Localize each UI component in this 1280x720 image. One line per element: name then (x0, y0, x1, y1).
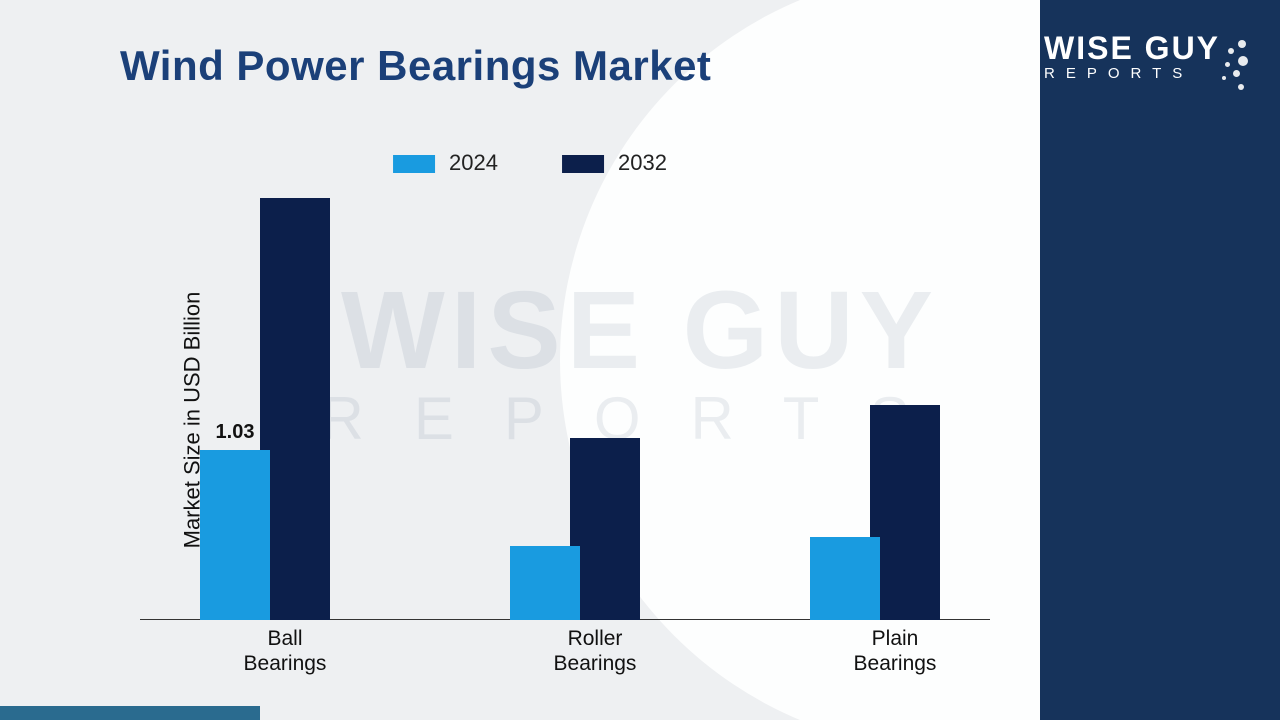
bar (810, 537, 880, 620)
legend: 2024 2032 (393, 150, 667, 176)
bar-group: RollerBearings (510, 190, 680, 620)
bar (200, 450, 270, 620)
category-label: RollerBearings (515, 620, 675, 676)
plot-area: BallBearings RollerBearings PlainBearings 1… (140, 190, 990, 620)
bar-group: BallBearings (200, 190, 370, 620)
brand-head-icon (1194, 34, 1250, 98)
bottom-accent-bar (0, 706, 260, 720)
bar (510, 546, 580, 620)
chart-title: Wind Power Bearings Market (120, 42, 711, 90)
bar (570, 438, 640, 620)
report-canvas: WISE GUY REPORTS Wind Power Bearings Mar… (0, 0, 1280, 720)
bar (260, 198, 330, 620)
brand-logo: WISE GUY REPORTS (1044, 30, 1244, 82)
category-label: BallBearings (205, 620, 365, 676)
legend-item-2024: 2024 (393, 150, 498, 176)
right-band (1040, 0, 1280, 720)
category-label: PlainBearings (815, 620, 975, 676)
legend-item-2032: 2032 (562, 150, 667, 176)
bar (870, 405, 940, 620)
bar-value-label: 1.03 (216, 421, 255, 444)
bar-group: PlainBearings (810, 190, 980, 620)
legend-swatch-2032 (562, 155, 604, 173)
chart-area: Market Size in USD Billion 2024 2032 Bal… (70, 150, 990, 690)
legend-swatch-2024 (393, 155, 435, 173)
